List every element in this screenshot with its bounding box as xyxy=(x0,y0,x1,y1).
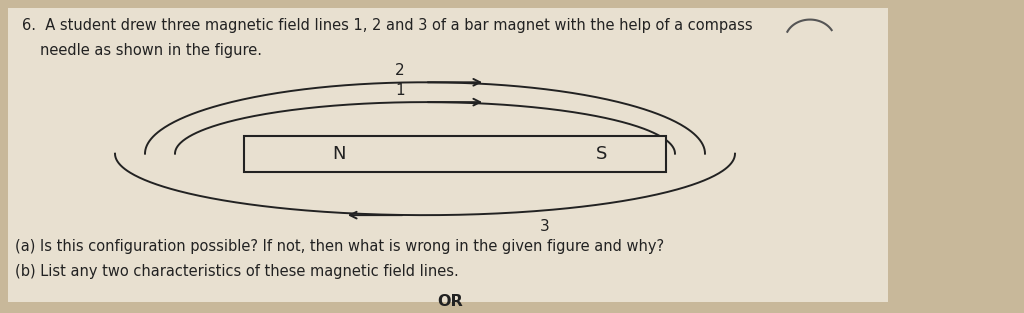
Text: (b) List any two characteristics of these magnetic field lines.: (b) List any two characteristics of thes… xyxy=(15,264,459,279)
Text: 3: 3 xyxy=(540,219,550,234)
Text: N: N xyxy=(333,145,346,163)
FancyBboxPatch shape xyxy=(8,8,888,302)
Text: 2: 2 xyxy=(395,63,404,78)
Text: S: S xyxy=(596,145,607,163)
Text: 1: 1 xyxy=(395,83,404,98)
Text: 6.  A student drew three magnetic field lines 1, 2 and 3 of a bar magnet with th: 6. A student drew three magnetic field l… xyxy=(22,18,753,33)
Text: (a) Is this configuration possible? If not, then what is wrong in the given figu: (a) Is this configuration possible? If n… xyxy=(15,239,665,254)
Text: OR: OR xyxy=(437,295,463,310)
FancyBboxPatch shape xyxy=(244,136,666,172)
Text: needle as shown in the figure.: needle as shown in the figure. xyxy=(40,43,262,58)
